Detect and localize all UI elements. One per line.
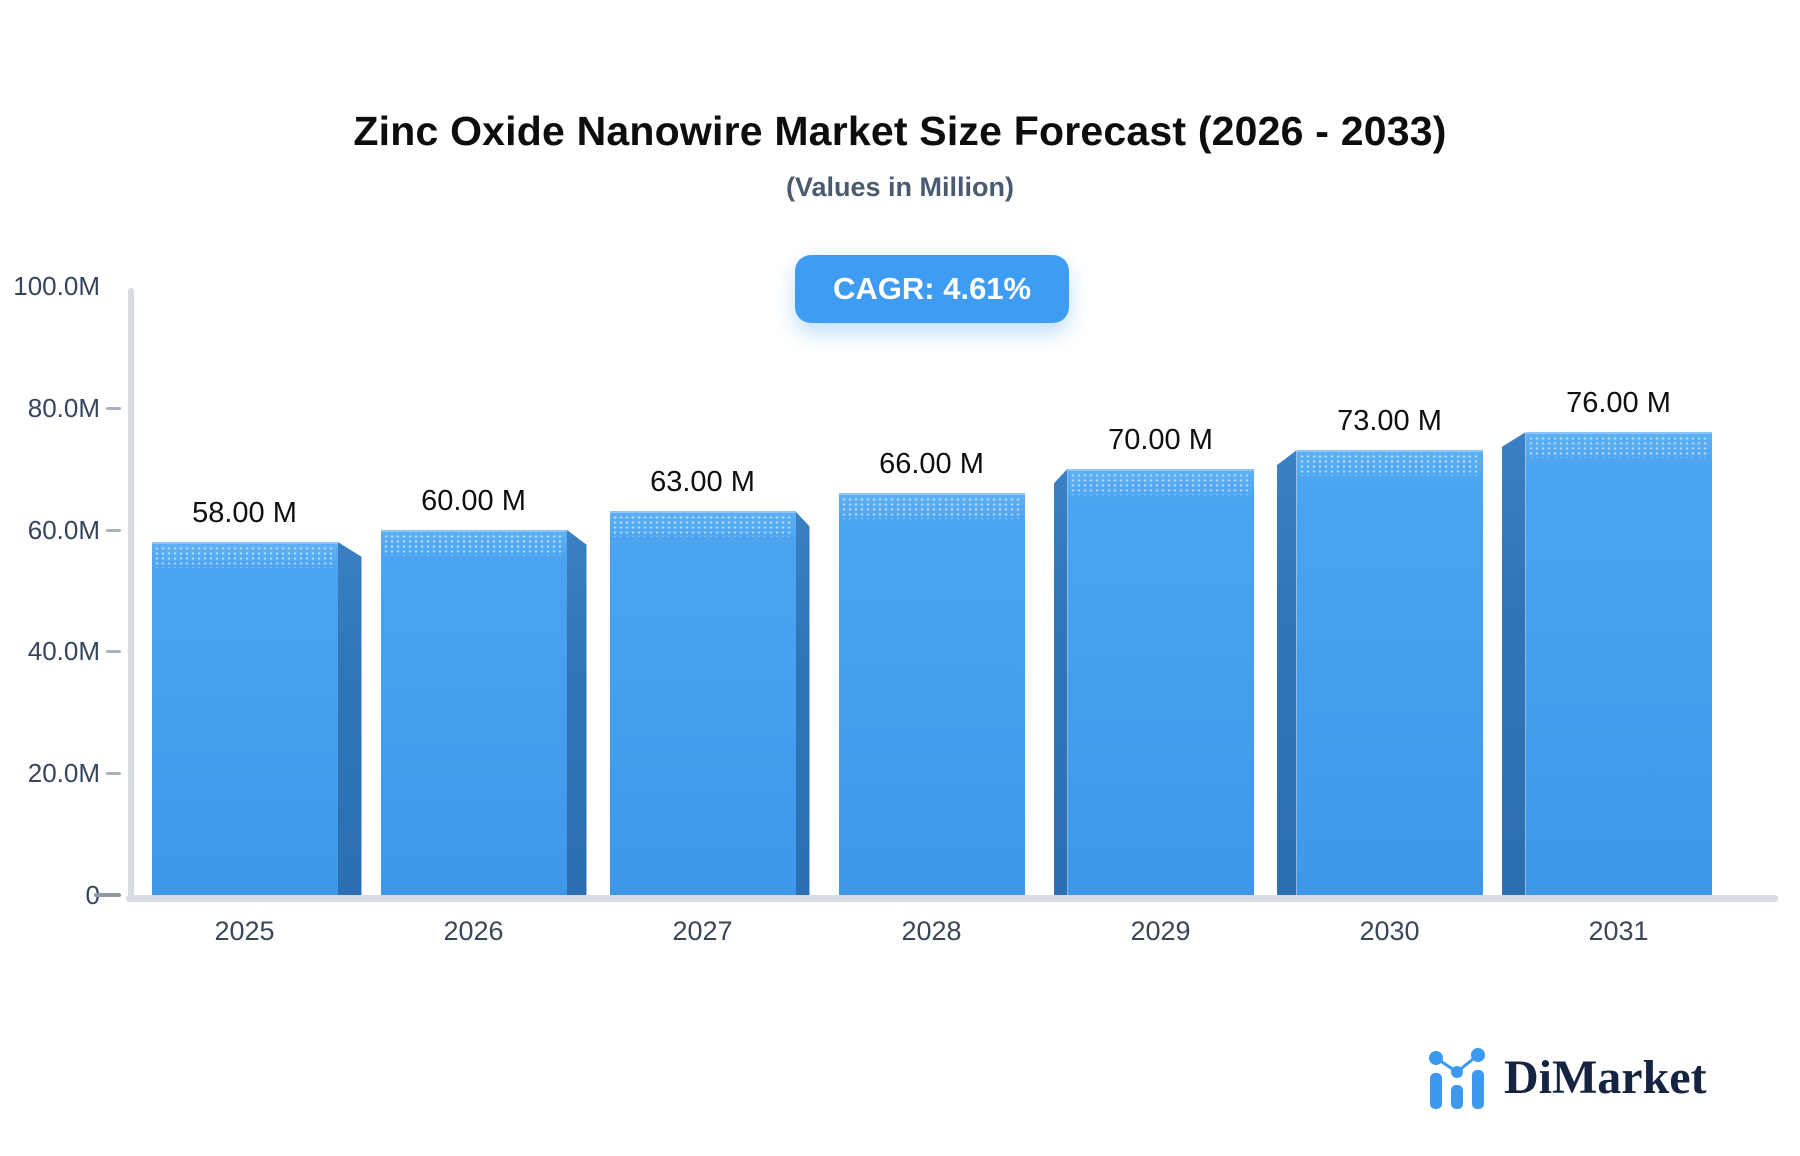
- y-axis-tick-mark: [106, 650, 121, 654]
- bar-2026: [380, 529, 567, 895]
- brand-logo: DiMarket: [1428, 1046, 1707, 1110]
- x-axis-label-2026: 2026: [443, 916, 504, 946]
- bar-top-highlight: [1298, 454, 1481, 477]
- bar-3d-side-2031: [1501, 432, 1526, 895]
- bar-value-label-2031: 76.00 M: [1566, 387, 1671, 420]
- bar-2025: [151, 541, 338, 895]
- y-axis-tick-mark: [106, 772, 121, 776]
- y-axis-tick-label: 100.0M: [13, 271, 100, 301]
- bar-value-label-2028: 66.00 M: [879, 448, 984, 481]
- x-axis-label-2025: 2025: [214, 916, 275, 946]
- y-axis-tick-label: 80.0M: [27, 392, 100, 423]
- bar-value-label-2030: 73.00 M: [1337, 405, 1442, 438]
- bar-3d-side-2030: [1276, 450, 1297, 895]
- bar-2031: [1525, 432, 1712, 895]
- y-axis-tick-label: 0: [85, 880, 100, 910]
- y-axis-tick-mark-zero: [94, 893, 121, 897]
- brand-logo-text: DiMarket: [1504, 1051, 1707, 1104]
- bar-value-label-2029: 70.00 M: [1108, 423, 1213, 456]
- bar-top-highlight: [153, 545, 336, 568]
- bar-2030: [1296, 450, 1483, 895]
- bar-2029: [1067, 468, 1254, 895]
- bar-chart-logo-icon: [1429, 1048, 1485, 1109]
- bar-top-highlight: [382, 533, 565, 556]
- y-axis-tick-mark: [106, 528, 121, 532]
- bar-3d-side-2029: [1053, 468, 1068, 895]
- bar-3d-side-2026: [566, 529, 587, 895]
- x-axis-label-2027: 2027: [672, 916, 733, 946]
- bar-value-label-2025: 58.00 M: [192, 496, 297, 529]
- bar-3d-side-2025: [337, 541, 362, 895]
- x-axis-label-2031: 2031: [1588, 916, 1649, 946]
- bar-value-label-2027: 63.00 M: [650, 466, 755, 499]
- y-axis-tick-label: 60.0M: [27, 514, 100, 545]
- bar-top-highlight: [1069, 472, 1252, 495]
- bar-top-highlight: [1527, 436, 1710, 459]
- x-axis-baseline: [126, 895, 1778, 902]
- x-axis-label-2030: 2030: [1359, 916, 1420, 946]
- bar-top-highlight: [611, 515, 794, 538]
- bar-2027: [609, 511, 796, 895]
- y-axis-tick-label: 20.0M: [27, 758, 100, 789]
- y-axis-tick-mark: [106, 406, 121, 410]
- chart-subtitle: (Values in Million): [785, 172, 1015, 202]
- cagr-badge-label: CAGR: 4.61%: [833, 271, 1032, 306]
- x-axis-label-2029: 2029: [1130, 916, 1191, 946]
- y-axis-line: [128, 288, 134, 898]
- chart-title: Zinc Oxide Nanowire Market Size Forecast…: [353, 108, 1447, 154]
- bar-2028: [838, 493, 1025, 895]
- x-axis-label-2028: 2028: [901, 916, 962, 946]
- bar-3d-side-2027: [795, 511, 810, 895]
- bar-value-label-2026: 60.00 M: [421, 484, 526, 517]
- bar-top-highlight: [840, 497, 1023, 520]
- y-axis-tick-label: 40.0M: [27, 636, 100, 667]
- cagr-badge: CAGR: 4.61%: [795, 255, 1070, 323]
